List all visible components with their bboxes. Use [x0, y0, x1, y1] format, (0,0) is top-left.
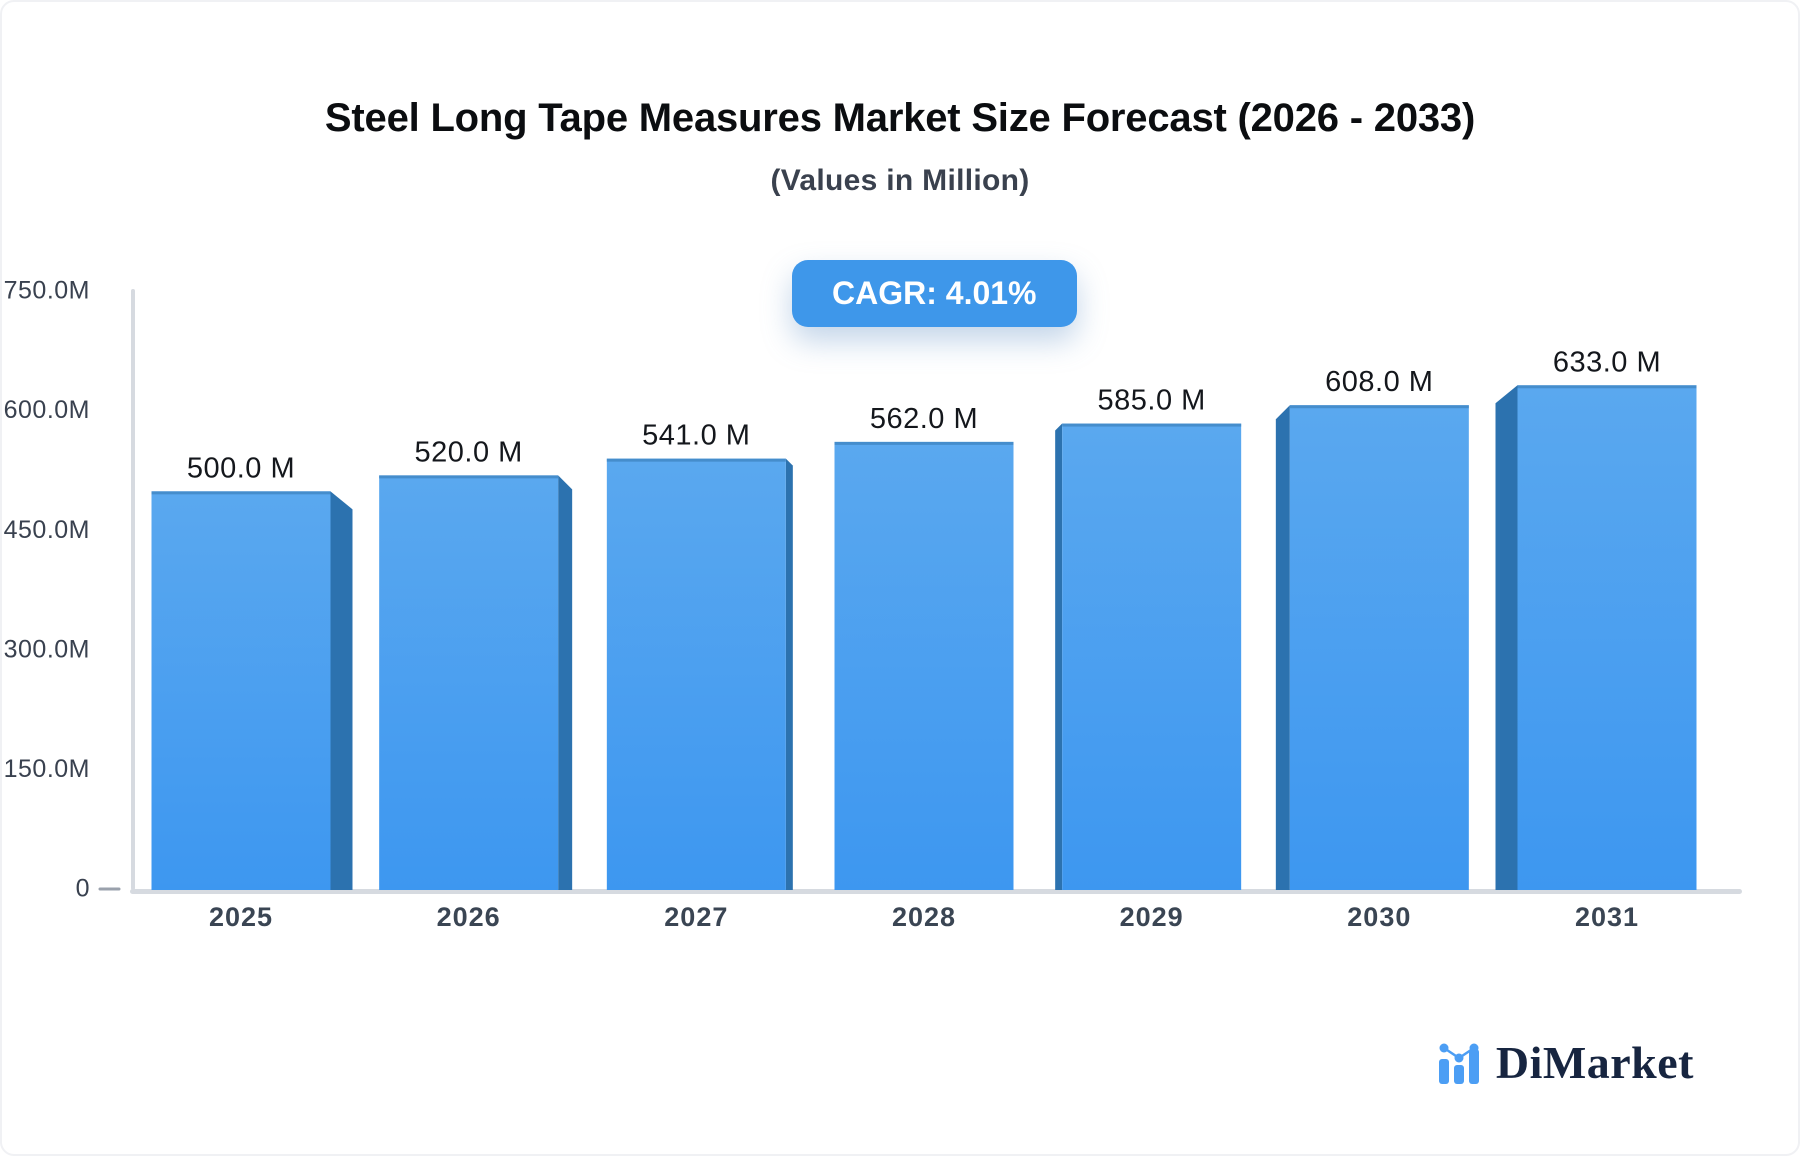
logo-dot-middle	[1454, 1053, 1464, 1063]
bar-face	[1289, 405, 1469, 890]
bar-top-edge	[1517, 385, 1697, 389]
cagr-badge-label: CAGR: 4.01%	[832, 275, 1037, 311]
y-axis-tick-label: 600.0M	[4, 396, 90, 424]
bar-top-edge	[1062, 423, 1242, 427]
bar-value-label: 585.0 M	[1098, 385, 1206, 417]
bar-side-face	[1055, 423, 1063, 890]
y-axis-tick-label: 300.0M	[4, 635, 90, 663]
brand-logo: DiMarket	[1437, 1040, 1694, 1086]
bar-value-label: 541.0 M	[642, 420, 750, 452]
bar-top-edge	[1289, 405, 1469, 409]
y-axis-line	[131, 289, 135, 890]
x-axis-label: 2030	[1347, 902, 1411, 932]
bar-side-face	[1495, 385, 1518, 890]
logo-dot-left	[1439, 1043, 1449, 1053]
y-axis-tick-label: 450.0M	[4, 516, 90, 544]
x-axis-label: 2025	[209, 902, 273, 932]
bar-face	[151, 491, 331, 890]
x-axis-label: 2027	[664, 902, 728, 932]
y-axis-tick-label: 750.0M	[4, 277, 90, 305]
logo-bar-middle	[1453, 1065, 1464, 1084]
bar-face	[1062, 423, 1242, 890]
bar-value-label: 500.0 M	[187, 452, 295, 484]
chart-subtitle: (Values in Million)	[770, 164, 1030, 197]
bar-side-face	[785, 458, 793, 890]
logo-bar-left	[1438, 1059, 1449, 1084]
bar-side-face	[558, 475, 573, 890]
x-axis-label: 2026	[437, 902, 501, 932]
bar-face	[834, 441, 1014, 890]
cagr-badge: CAGR: 4.01%	[792, 260, 1077, 327]
bar-value-label: 633.0 M	[1553, 346, 1661, 378]
bar-top-edge	[834, 441, 1014, 445]
logo-bar-right	[1468, 1049, 1479, 1084]
brand-logo-text: DiMarket	[1495, 1037, 1694, 1088]
bar-value-label: 562.0 M	[870, 403, 978, 435]
x-axis-label: 2028	[892, 902, 956, 932]
x-axis-line	[130, 889, 1742, 894]
logo-dot-right	[1469, 1043, 1479, 1053]
bar-face	[379, 475, 559, 890]
bar-face	[1517, 385, 1697, 890]
bar-side-face	[1275, 405, 1290, 890]
chart-title: Steel Long Tape Measures Market Size For…	[324, 96, 1476, 140]
y-axis-tick-label: 150.0M	[4, 755, 90, 783]
bar-face	[606, 458, 786, 890]
bar-side-face	[330, 491, 353, 890]
bar-top-edge	[379, 475, 559, 479]
y-axis-tick-label: 0	[76, 875, 90, 903]
x-axis-label: 2031	[1575, 902, 1639, 932]
bar-top-edge	[606, 458, 786, 462]
bar-top-edge	[151, 491, 331, 495]
bar-value-label: 608.0 M	[1325, 366, 1433, 398]
bar-value-label: 520.0 M	[415, 436, 523, 468]
x-axis-label: 2029	[1120, 902, 1184, 932]
brand-logo-icon	[1438, 1043, 1479, 1084]
